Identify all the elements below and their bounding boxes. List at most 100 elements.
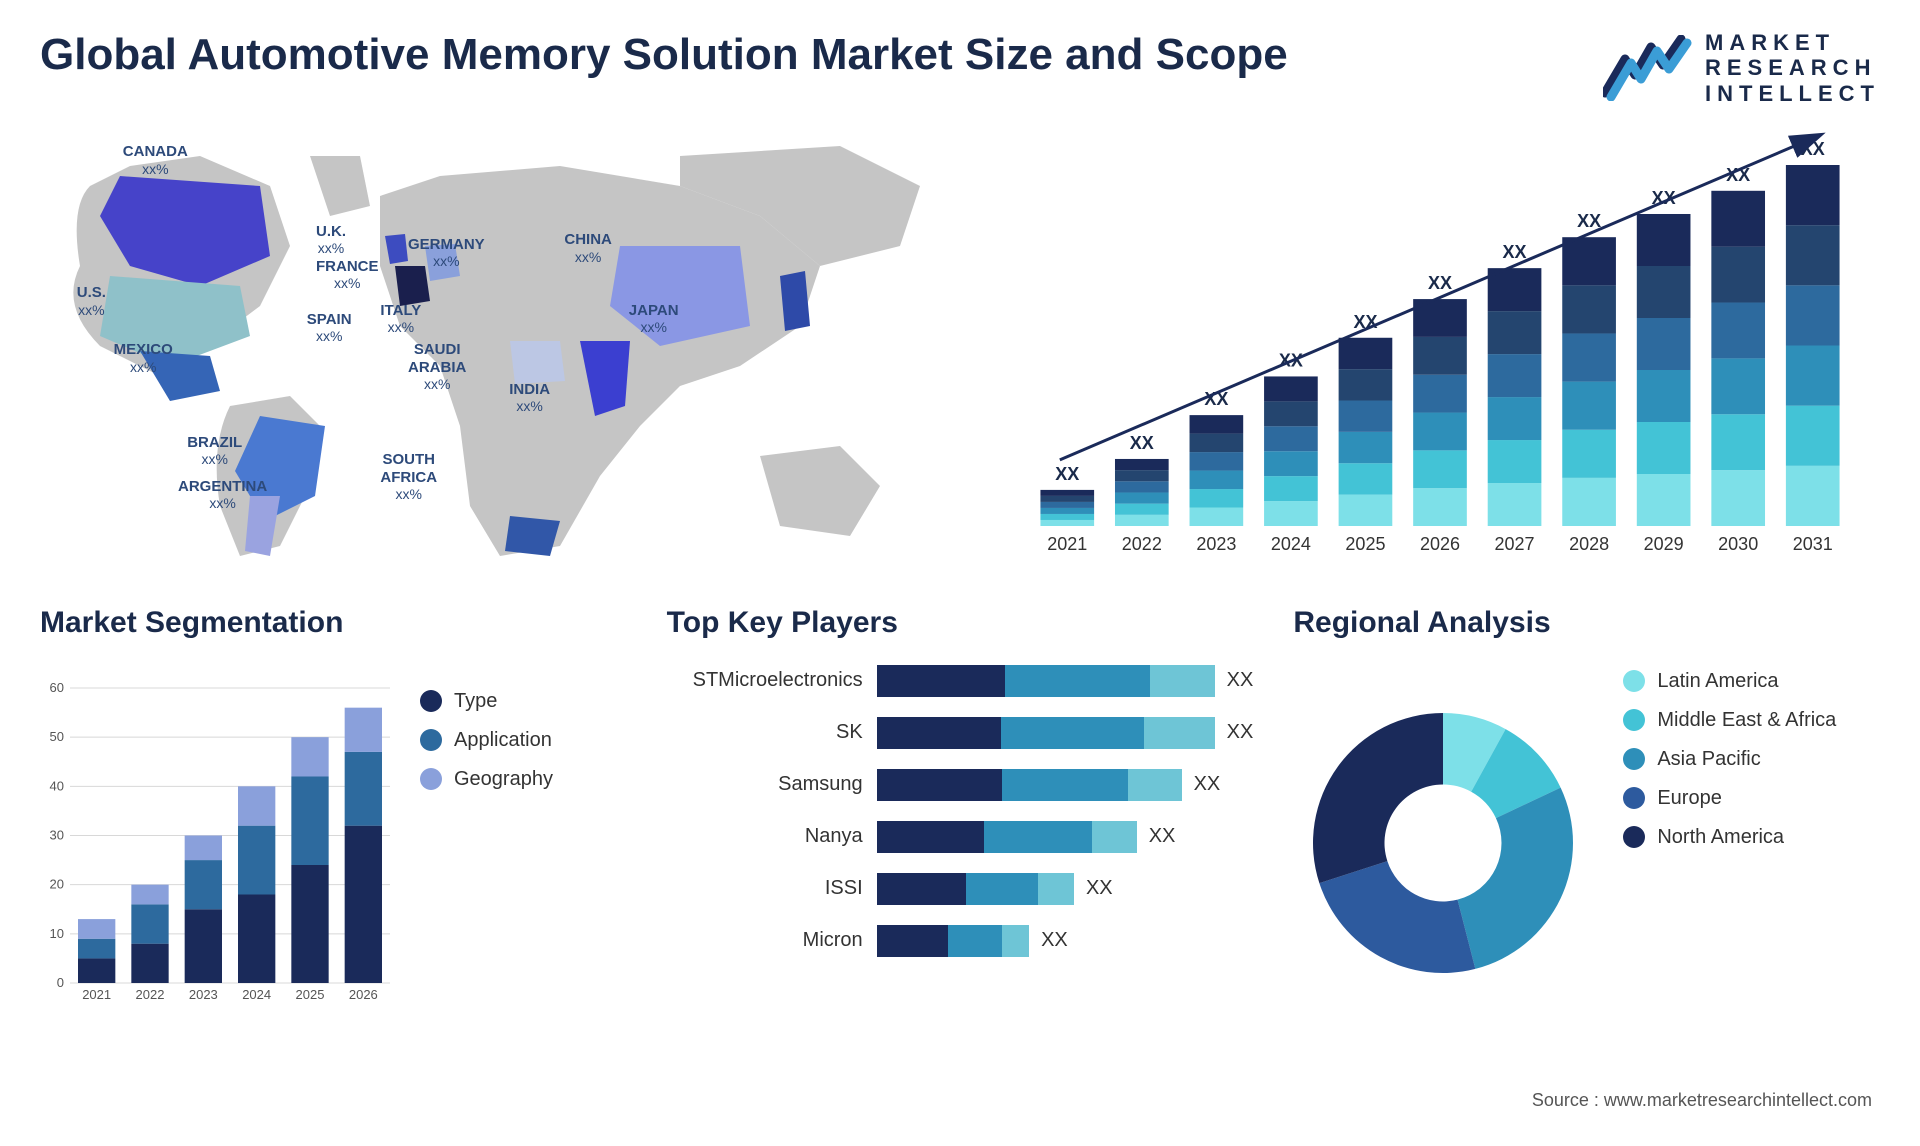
svg-text:2026: 2026 xyxy=(349,987,378,1002)
player-value: XX xyxy=(1227,669,1254,692)
player-value: XX xyxy=(1086,877,1113,900)
svg-text:20: 20 xyxy=(50,877,64,892)
logo-line2: RESEARCH xyxy=(1705,55,1880,80)
svg-text:40: 40 xyxy=(50,778,64,793)
player-value: XX xyxy=(1041,929,1068,952)
svg-text:0: 0 xyxy=(57,975,64,990)
player-bar-seg xyxy=(1002,925,1029,957)
regional-panel: Regional Analysis Latin America Middle Ea… xyxy=(1293,606,1880,1026)
logo-line1: MARKET xyxy=(1705,30,1880,55)
svg-text:2030: 2030 xyxy=(1718,534,1758,554)
source-text: Source : www.marketresearchintellect.com xyxy=(1532,1090,1872,1111)
player-bar-seg xyxy=(984,821,1092,853)
svg-text:2022: 2022 xyxy=(136,987,165,1002)
player-row-sk: SK XX xyxy=(667,712,1254,754)
forecast-chart: XX2021XX2022XX2023XX2024XX2025XX2026XX20… xyxy=(1000,126,1880,566)
map-label-japan: JAPANxx% xyxy=(629,302,679,337)
seg-legend-application: Application xyxy=(420,729,627,752)
player-bar-seg xyxy=(1038,873,1074,905)
svg-text:60: 60 xyxy=(50,680,64,695)
player-row-samsung: Samsung XX xyxy=(667,764,1254,806)
svg-text:2021: 2021 xyxy=(82,987,111,1002)
svg-text:10: 10 xyxy=(50,926,64,941)
svg-text:2023: 2023 xyxy=(1196,534,1236,554)
region-legend-latin-america: Latin America xyxy=(1623,670,1880,693)
svg-text:XX: XX xyxy=(1428,273,1452,293)
logo-line3: INTELLECT xyxy=(1705,81,1880,106)
region-legend-asia-pacific: Asia Pacific xyxy=(1623,748,1880,771)
player-bar-seg xyxy=(877,821,985,853)
map-label-u.s.: U.S.xx% xyxy=(77,284,106,319)
player-label: ISSI xyxy=(667,877,877,900)
player-label: SK xyxy=(667,721,877,744)
world-map: CANADAxx% U.S.xx% MEXICOxx% BRAZILxx% ARGENT… xyxy=(40,126,960,566)
segmentation-title: Market Segmentation xyxy=(40,606,627,640)
svg-text:2025: 2025 xyxy=(296,987,325,1002)
player-row-nanya: Nanya XX xyxy=(667,816,1254,858)
player-bar-seg xyxy=(1005,665,1150,697)
map-label-canada: CANADAxx% xyxy=(123,143,188,178)
player-label: Micron xyxy=(667,929,877,952)
page-title: Global Automotive Memory Solution Market… xyxy=(40,30,1288,80)
svg-text:2021: 2021 xyxy=(1047,534,1087,554)
region-legend-north-america: North America xyxy=(1623,826,1880,849)
logo-mark-icon xyxy=(1603,35,1693,101)
player-row-micron: Micron XX xyxy=(667,920,1254,962)
svg-text:2029: 2029 xyxy=(1644,534,1684,554)
map-label-south-africa: SOUTHAFRICAxx% xyxy=(380,451,437,503)
player-bar-seg xyxy=(966,873,1038,905)
player-value: XX xyxy=(1194,773,1221,796)
map-label-spain: SPAINxx% xyxy=(307,311,352,346)
map-label-italy: ITALYxx% xyxy=(380,302,421,337)
player-row-issi: ISSI XX xyxy=(667,868,1254,910)
players-title: Top Key Players xyxy=(667,606,1254,640)
map-label-germany: GERMANYxx% xyxy=(408,236,485,271)
player-bar-seg xyxy=(1128,769,1182,801)
svg-text:XX: XX xyxy=(1130,433,1154,453)
svg-text:2026: 2026 xyxy=(1420,534,1460,554)
regional-title: Regional Analysis xyxy=(1293,606,1880,640)
player-label: Samsung xyxy=(667,773,877,796)
players-panel: Top Key Players STMicroelectronics XX SK XX… xyxy=(667,606,1254,1026)
player-label: Nanya xyxy=(667,825,877,848)
map-label-brazil: BRAZILxx% xyxy=(187,434,242,469)
player-value: XX xyxy=(1149,825,1176,848)
svg-text:XX: XX xyxy=(1503,242,1527,262)
player-bar-seg xyxy=(1144,717,1215,749)
region-legend-europe: Europe xyxy=(1623,787,1880,810)
svg-text:XX: XX xyxy=(1055,464,1079,484)
svg-text:XX: XX xyxy=(1577,211,1601,231)
map-label-india: INDIAxx% xyxy=(509,381,550,416)
player-bar-seg xyxy=(1150,665,1214,697)
brand-logo: MARKET RESEARCH INTELLECT xyxy=(1603,30,1880,106)
map-label-france: FRANCExx% xyxy=(316,258,379,293)
player-row-stmicroelectronics: STMicroelectronics XX xyxy=(667,660,1254,702)
player-label: STMicroelectronics xyxy=(667,669,877,692)
segmentation-panel: Market Segmentation 01020304050602021202… xyxy=(40,606,627,1026)
svg-text:2031: 2031 xyxy=(1793,534,1833,554)
player-bar-seg xyxy=(877,873,967,905)
svg-text:2024: 2024 xyxy=(242,987,271,1002)
seg-legend-type: Type xyxy=(420,690,627,713)
player-bar-seg xyxy=(877,925,949,957)
player-value: XX xyxy=(1227,721,1254,744)
svg-text:2022: 2022 xyxy=(1122,534,1162,554)
svg-text:2028: 2028 xyxy=(1569,534,1609,554)
map-label-argentina: ARGENTINAxx% xyxy=(178,478,267,513)
svg-text:50: 50 xyxy=(50,729,64,744)
svg-text:2023: 2023 xyxy=(189,987,218,1002)
map-label-saudi-arabia: SAUDIARABIAxx% xyxy=(408,341,466,393)
player-bar-seg xyxy=(877,769,1003,801)
map-label-china: CHINAxx% xyxy=(564,231,612,266)
map-label-u.k.: U.K.xx% xyxy=(316,223,346,258)
player-bar-seg xyxy=(877,665,1006,697)
svg-text:2025: 2025 xyxy=(1345,534,1385,554)
seg-legend-geography: Geography xyxy=(420,768,627,791)
player-bar-seg xyxy=(1092,821,1137,853)
svg-text:2027: 2027 xyxy=(1495,534,1535,554)
map-label-mexico: MEXICOxx% xyxy=(114,341,173,376)
region-legend-middle-east-africa: Middle East & Africa xyxy=(1623,709,1880,732)
player-bar-seg xyxy=(1001,717,1143,749)
svg-text:2024: 2024 xyxy=(1271,534,1311,554)
player-bar-seg xyxy=(948,925,1002,957)
